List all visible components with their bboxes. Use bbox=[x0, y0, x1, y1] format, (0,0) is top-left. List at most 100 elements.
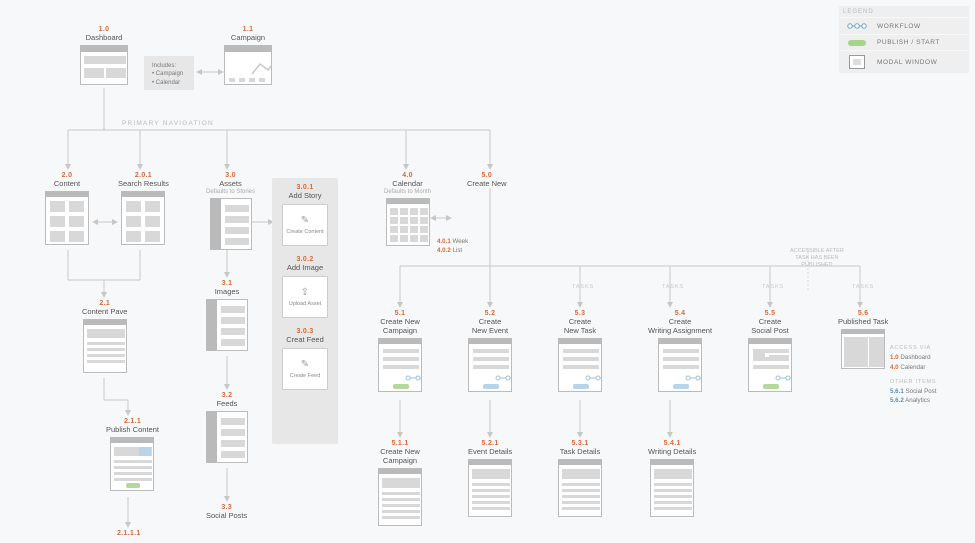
node-id: 3.0 bbox=[206, 172, 255, 179]
publish-icon bbox=[843, 40, 871, 46]
node-create-social: 5.5 Create Social Post bbox=[748, 310, 792, 392]
node-id: 3.3 bbox=[206, 504, 247, 511]
node-task-details: 5.3.1 Task Details bbox=[558, 440, 602, 517]
pencil-icon: ✎ bbox=[301, 216, 309, 226]
node-publish-content: 2.1.1 Publish Content bbox=[106, 418, 159, 491]
modal-head: 3.0.3 Creat Feed bbox=[276, 328, 334, 344]
node-title: Dashboard bbox=[80, 33, 128, 42]
node-id: 2.0.1 bbox=[118, 172, 169, 179]
variant-label: Week bbox=[453, 238, 469, 245]
node-2-1-1-1: 2.1.1.1 bbox=[117, 530, 141, 537]
modal-add-image: ⇪ Upload Asset bbox=[282, 276, 328, 318]
node-title: Create New Task bbox=[558, 317, 602, 335]
node-id: 1.0 bbox=[80, 26, 128, 33]
node-id: 5.3 bbox=[558, 310, 602, 317]
node-id: 3.0.3 bbox=[276, 328, 334, 335]
modal-head: 3.0.1 Add Story bbox=[276, 184, 334, 200]
side-ref-head: ACCESS VIA bbox=[890, 344, 936, 352]
node-title: Content bbox=[45, 179, 89, 188]
node-images: 3.1 Images bbox=[206, 280, 248, 351]
node-published-task: 5.6 Published Task bbox=[838, 310, 888, 369]
workflow-icon bbox=[843, 22, 871, 30]
tasks-tag: TASKS bbox=[662, 284, 684, 290]
legend: LEGEND WORKFLOW PUBLISH / START MODAL WI… bbox=[839, 6, 969, 73]
legend-label: WORKFLOW bbox=[877, 23, 921, 30]
node-title: Add Image bbox=[276, 263, 334, 272]
published-after-note: ACCESSIBLE AFTER TASK HAS BEEN PUBLISHED bbox=[790, 248, 844, 269]
modal-head: 3.0.2 Add Image bbox=[276, 256, 334, 272]
note-includes: Includes: • Campaign • Calendar bbox=[144, 56, 194, 90]
pencil-icon: ✎ bbox=[301, 360, 309, 370]
thumbnail bbox=[80, 45, 128, 85]
modal-inner-label: Create Content bbox=[286, 229, 323, 235]
node-content-pave: 2.1 Content Pave bbox=[82, 300, 127, 373]
variant-label: List bbox=[453, 247, 463, 254]
ref-id: 1.0 bbox=[890, 354, 899, 361]
node-title: Social Posts bbox=[206, 511, 247, 520]
node-id: 2.1.1 bbox=[106, 418, 159, 425]
ref-id: 5.6.2 bbox=[890, 397, 904, 404]
node-id: 5.3.1 bbox=[558, 440, 602, 447]
ref-label: Calendar bbox=[900, 364, 925, 371]
thumbnail bbox=[658, 338, 702, 392]
node-id: 5.0 bbox=[467, 172, 507, 179]
node-title: Feeds bbox=[206, 399, 248, 408]
tasks-tag: TASKS bbox=[572, 284, 594, 290]
node-social-posts: 3.3 Social Posts bbox=[206, 504, 247, 520]
tasks-tag: TASKS bbox=[762, 284, 784, 290]
thumbnail bbox=[748, 338, 792, 392]
legend-label: PUBLISH / START bbox=[877, 39, 940, 46]
node-create-event: 5.2 Create New Event bbox=[468, 310, 512, 392]
node-campaign-detail: 5.1.1 Create New Campaign bbox=[378, 440, 422, 526]
node-title: Create New Event bbox=[468, 317, 512, 335]
thumbnail bbox=[378, 338, 422, 392]
node-id: 5.5 bbox=[748, 310, 792, 317]
thumbnail bbox=[841, 329, 885, 369]
thumbnail bbox=[121, 191, 165, 245]
thumbnail bbox=[206, 299, 248, 351]
node-title: Creat Feed bbox=[276, 335, 334, 344]
node-create-campaign: 5.1 Create New Campaign bbox=[378, 310, 422, 392]
modal-add-story: ✎ Create Content bbox=[282, 204, 328, 246]
node-title: Published Task bbox=[838, 317, 888, 326]
node-id: 2.0 bbox=[45, 172, 89, 179]
legend-title: LEGEND bbox=[839, 6, 969, 17]
thumbnail bbox=[210, 198, 252, 250]
primary-nav-label: PRIMARY NAVIGATION bbox=[122, 120, 214, 127]
node-writing-details: 5.4.1 Writing Details bbox=[648, 440, 696, 517]
thumbnail bbox=[650, 459, 694, 517]
modal-create-feed: ✎ Create Feed bbox=[282, 348, 328, 390]
node-create-new: 5.0 Create New bbox=[467, 172, 507, 188]
node-id: 2.1.1.1 bbox=[117, 530, 141, 537]
node-title: Create New Campaign bbox=[378, 317, 422, 335]
legend-row-modal: MODAL WINDOW bbox=[839, 51, 969, 73]
legend-label: MODAL WINDOW bbox=[877, 59, 937, 66]
node-id: 5.4 bbox=[648, 310, 712, 317]
node-id: 5.1.1 bbox=[378, 440, 422, 447]
node-feeds: 3.2 Feeds bbox=[206, 392, 248, 463]
node-title: Calendar bbox=[384, 179, 431, 188]
note-text: Includes: • Campaign • Calendar bbox=[152, 63, 183, 86]
node-content: 2.0 Content bbox=[45, 172, 89, 245]
thumbnail bbox=[83, 319, 127, 373]
sitemap-canvas: LEGEND WORKFLOW PUBLISH / START MODAL WI… bbox=[0, 0, 975, 543]
node-search-results: 2.0.1 Search Results bbox=[118, 172, 169, 245]
node-title: Create Social Post bbox=[748, 317, 792, 335]
node-id: 3.2 bbox=[206, 392, 248, 399]
node-event-details: 5.2.1 Event Details bbox=[468, 440, 512, 517]
node-title: Search Results bbox=[118, 179, 169, 188]
side-ref-head: OTHER ITEMS bbox=[890, 378, 936, 386]
node-id: 3.0.2 bbox=[276, 256, 334, 263]
node-calendar: 4.0 Calendar Defaults to Month bbox=[384, 172, 431, 246]
node-create-task: 5.3 Create New Task bbox=[558, 310, 602, 392]
thumbnail bbox=[468, 338, 512, 392]
node-campaign: 1.1 Campaign bbox=[224, 26, 272, 85]
ref-label: Social Post bbox=[906, 388, 937, 395]
node-title: Add Story bbox=[276, 191, 334, 200]
node-id: 1.1 bbox=[224, 26, 272, 33]
node-title: Create Writing Assignment bbox=[648, 317, 712, 335]
node-title: Event Details bbox=[468, 447, 512, 456]
ref-id: 5.6.1 bbox=[890, 388, 904, 395]
node-id: 5.6 bbox=[838, 310, 888, 317]
calendar-view-variants: 4.0.1 Week 4.0.2 List bbox=[437, 238, 468, 255]
